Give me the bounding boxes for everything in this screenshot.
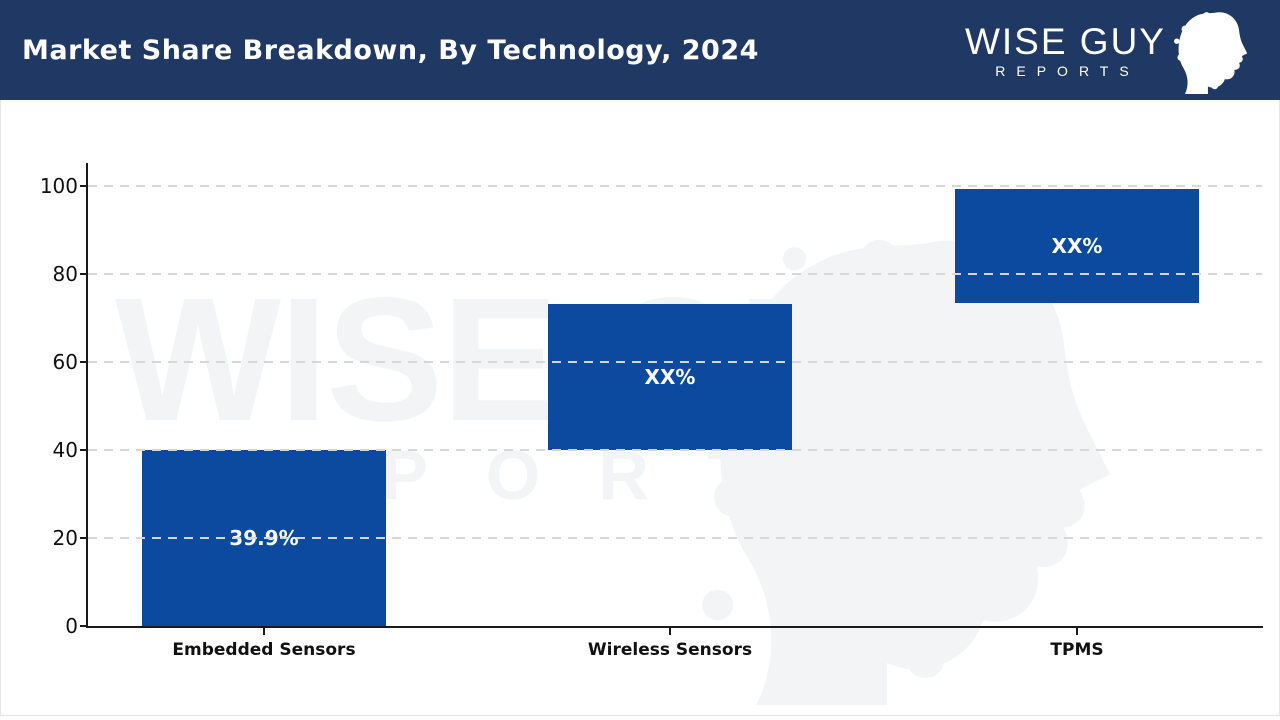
y-tick-20 [80, 537, 88, 539]
y-tick-100 [80, 185, 88, 187]
x-tick-label-1: Wireless Sensors [587, 640, 753, 660]
y-tick-40 [80, 449, 88, 451]
x-tick-0 [263, 627, 265, 635]
bar-2: XX% [955, 188, 1199, 304]
x-tick-1 [669, 627, 671, 635]
x-tick-label-0: Embedded Sensors [172, 640, 356, 660]
x-tick-2 [1076, 627, 1078, 635]
gridline-20 [88, 537, 1262, 539]
bar-value-label-2: XX% [1051, 233, 1103, 258]
y-tick-label-40: 40 [52, 438, 78, 462]
header: Market Share Breakdown, By Technology, 2… [0, 0, 1280, 100]
y-tick-label-0: 0 [65, 614, 78, 638]
page-title: Market Share Breakdown, By Technology, 2… [22, 34, 759, 66]
x-axis-line [86, 626, 1263, 628]
y-tick-80 [80, 273, 88, 275]
logo-subtitle: REPORTS [995, 62, 1140, 79]
gridline-100 [88, 185, 1262, 187]
logo-text: WISE GUY REPORTS [965, 23, 1166, 78]
y-tick-label-80: 80 [52, 262, 78, 286]
gridline-80 [88, 273, 1262, 275]
y-tick-0 [80, 625, 88, 627]
y-axis-line [86, 163, 88, 627]
gridline-60 [88, 361, 1262, 363]
logo-face-icon [1174, 12, 1248, 94]
y-tick-label-100: 100 [39, 174, 78, 198]
bar-1: XX% [548, 303, 792, 451]
y-tick-label-20: 20 [52, 526, 78, 550]
y-tick-60 [80, 361, 88, 363]
x-tick-label-2: TPMS [1050, 640, 1104, 660]
gridline-40 [88, 449, 1262, 451]
wise-guy-reports-logo: WISE GUY REPORTS [965, 6, 1264, 94]
y-tick-label-60: 60 [52, 350, 78, 374]
bar-value-label-1: XX% [644, 365, 696, 390]
watermark-face-graphic [694, 239, 1110, 705]
logo-wordmark: WISE GUY [964, 20, 1166, 62]
